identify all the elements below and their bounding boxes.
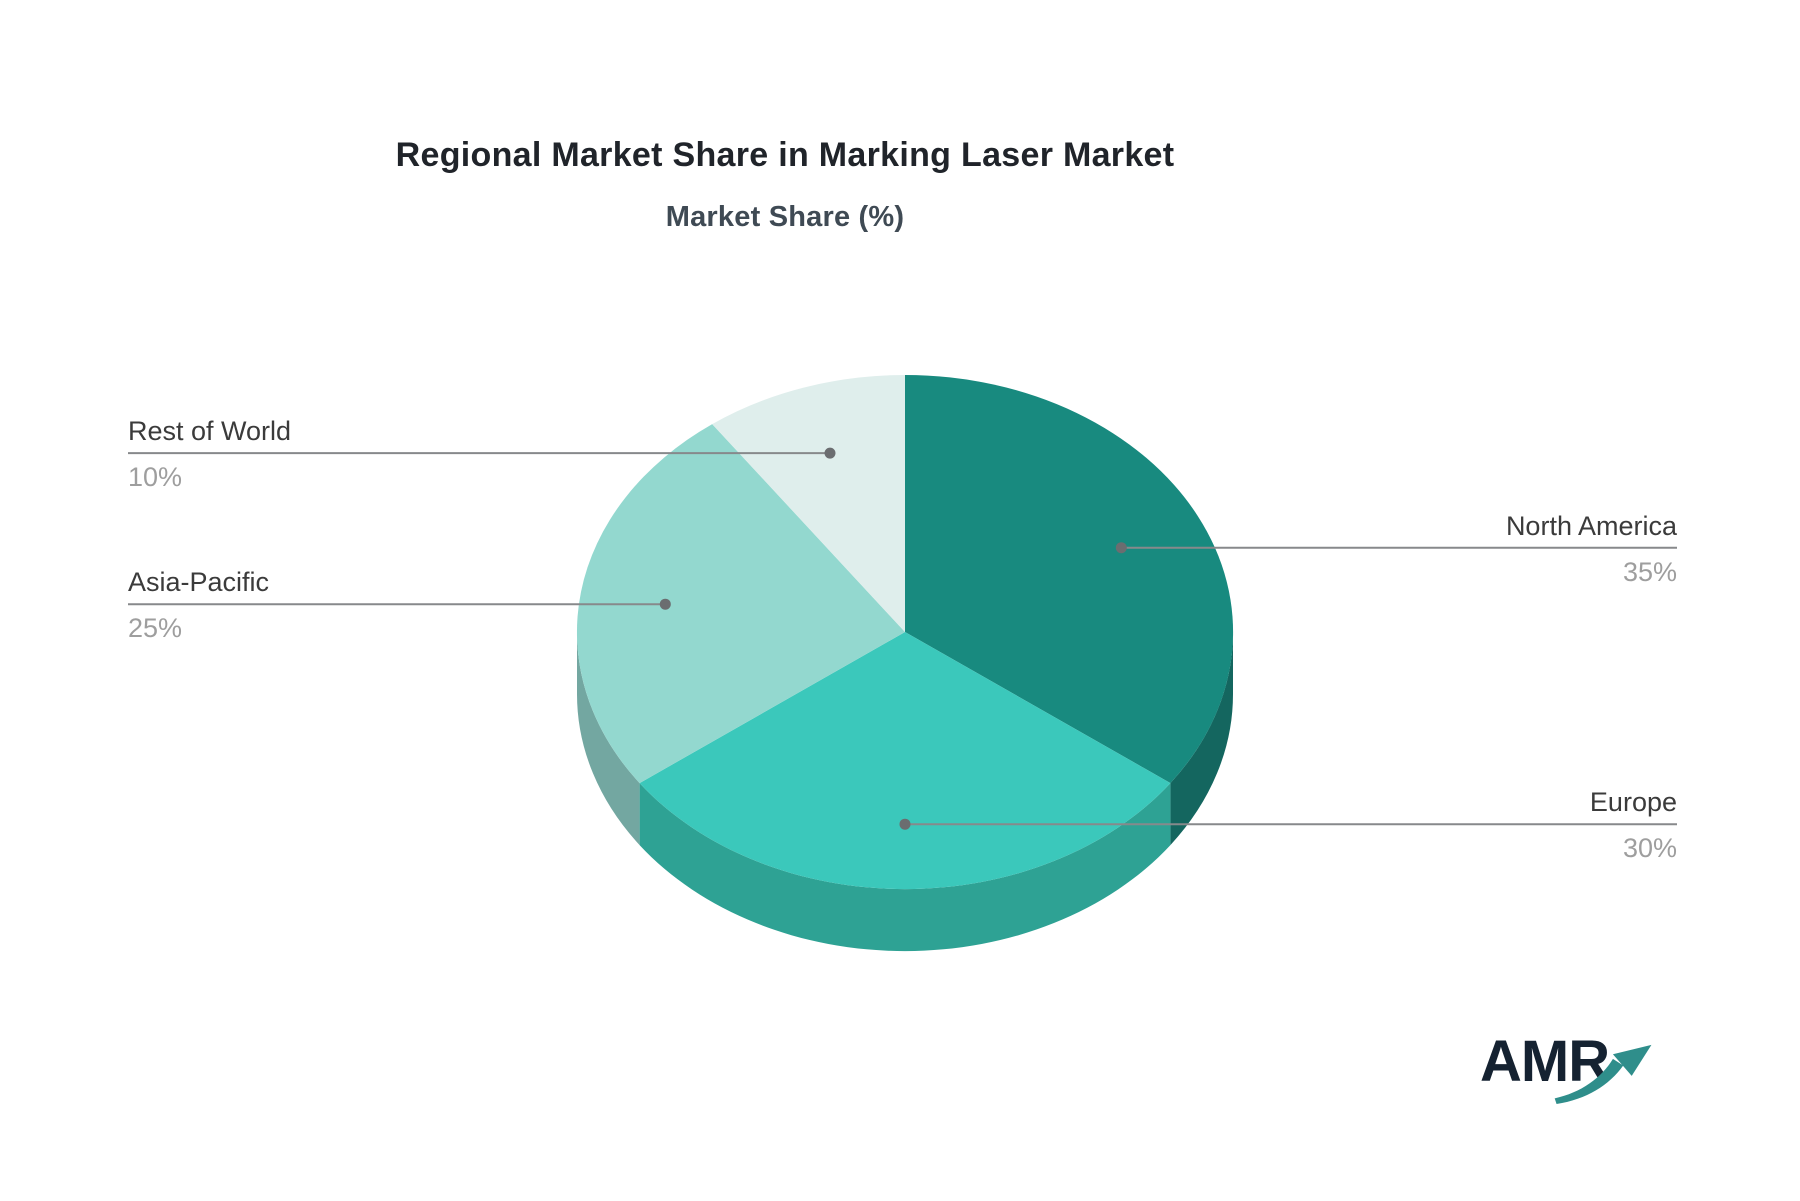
pie-slice-side-north-america [1170,632,1233,846]
pie-slice-side-asia-pacific [576,632,640,846]
pie-slice-north-america [905,374,1234,784]
trending-up-arrow-icon [1554,1044,1652,1104]
amr-logo: AMR [1480,1030,1710,1120]
amr-logo-text: AMR [1480,1029,1610,1094]
pie-slice-side-europe [639,783,1171,952]
chart-title: Regional Market Share in Marking Laser M… [395,136,1175,174]
leader-dot-rest-of-world [824,447,836,459]
pie-slice-rest-of-world [712,375,905,632]
leader-dot-north-america [1115,542,1127,554]
chart-subtitle: Market Share (%) [665,201,905,233]
leader-dot-europe [899,818,911,830]
leader-dot-asia-pacific [659,598,671,610]
pie-slice-asia-pacific [576,424,905,784]
